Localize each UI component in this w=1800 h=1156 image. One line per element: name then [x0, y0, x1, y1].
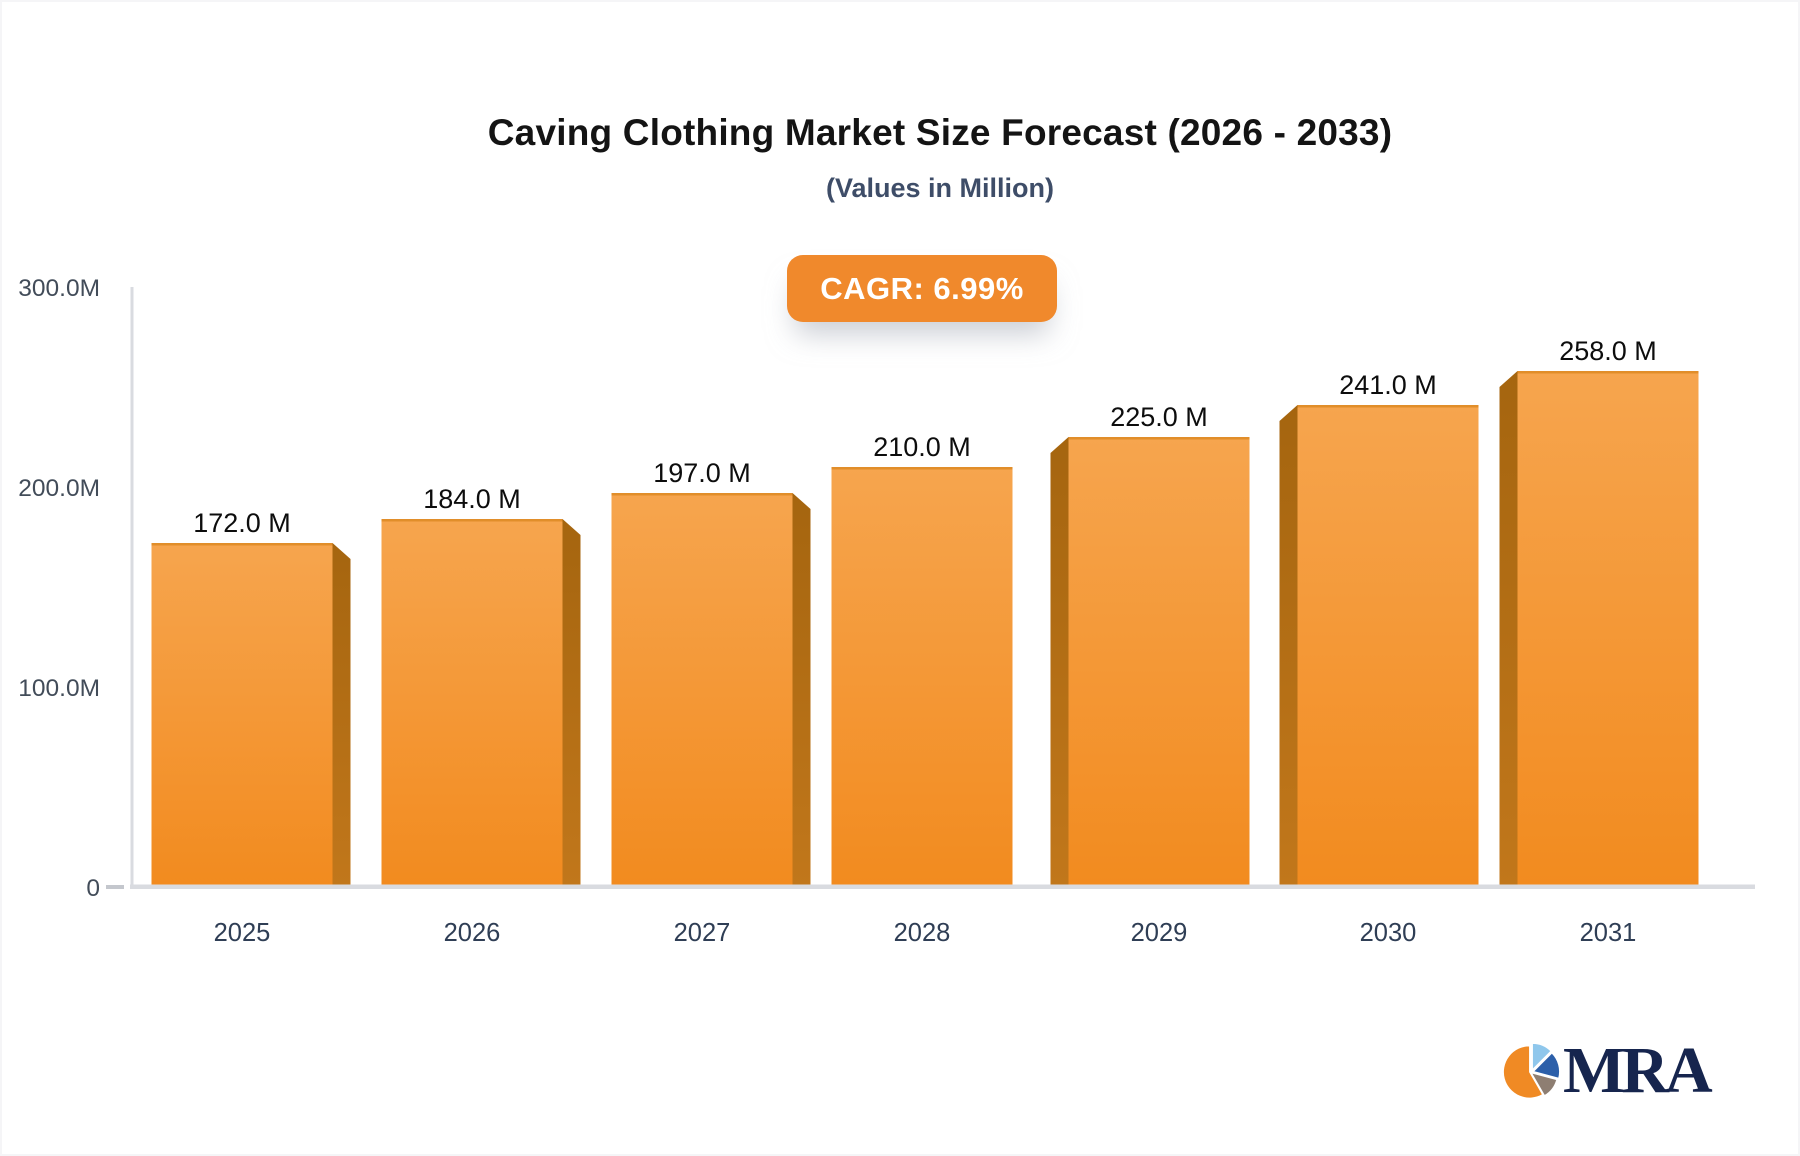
cagr-badge-label: CAGR: 6.99% [820, 270, 1024, 306]
chart-title: Caving Clothing Market Size Forecast (20… [487, 112, 1393, 153]
x-axis-label: 2026 [444, 919, 501, 947]
x-axis-label: 2031 [1580, 919, 1637, 947]
cagr-badge: CAGR: 6.99% [787, 255, 1057, 322]
bar-2027 [611, 493, 793, 885]
bar-2029 [1068, 437, 1250, 885]
y-axis-tick-label: 100.0M [18, 675, 100, 702]
pie-slice-orange [1502, 1045, 1544, 1099]
bar-top-edge-2031 [1517, 371, 1699, 374]
y-axis-zero-tick [106, 885, 124, 889]
bar-value-label: 197.0 M [653, 458, 751, 488]
bar-value-label: 241.0 M [1339, 370, 1437, 400]
bar-top-edge-2025 [151, 543, 333, 546]
pie-slice-darkblue [1532, 1052, 1561, 1079]
bar-2025 [151, 543, 333, 885]
bar-value-label: 172.0 M [193, 508, 291, 538]
x-axis-label: 2025 [214, 919, 271, 947]
bar-side-2029 [1050, 437, 1069, 885]
bar-top-edge-2028 [831, 467, 1013, 470]
pie-slice-gray [1530, 1072, 1558, 1097]
bar-value-label: 184.0 M [423, 484, 521, 514]
mra-logo: MRA [1501, 1034, 1713, 1107]
mra-logo-text: MRA [1563, 1034, 1713, 1107]
bar-side-2025 [332, 543, 351, 885]
bar-side-2027 [792, 493, 811, 885]
bar-value-label: 210.0 M [873, 432, 971, 462]
bar-side-2031 [1499, 371, 1518, 885]
y-axis-tick-label: 200.0M [18, 475, 100, 502]
bar-2028 [831, 467, 1013, 885]
chart-subtitle: (Values in Million) [825, 173, 1055, 203]
bar-side-2030 [1279, 405, 1298, 885]
bar-side-2026 [562, 519, 581, 885]
bar-value-label: 225.0 M [1110, 402, 1208, 432]
bar-top-edge-2030 [1297, 405, 1479, 408]
mra-pie-icon [1502, 1042, 1561, 1099]
x-axis-label: 2030 [1360, 919, 1417, 947]
y-axis-tick-label: 300.0M [18, 275, 100, 302]
x-axis-label: 2027 [674, 919, 731, 947]
x-axis-line [130, 884, 1755, 889]
pie-slice-lightblue [1531, 1042, 1552, 1071]
x-axis-label: 2028 [894, 919, 951, 947]
bar-top-edge-2029 [1068, 437, 1250, 440]
bar-2026 [381, 519, 563, 885]
y-axis-tick-label: 0 [86, 875, 100, 902]
bar-value-label: 258.0 M [1559, 336, 1657, 366]
bar-top-edge-2026 [381, 519, 563, 522]
x-axis-label: 2029 [1131, 919, 1188, 947]
bar-top-edge-2027 [611, 493, 793, 496]
y-axis-line [130, 287, 134, 889]
bar-2030 [1297, 405, 1479, 885]
bar-2031 [1517, 371, 1699, 885]
